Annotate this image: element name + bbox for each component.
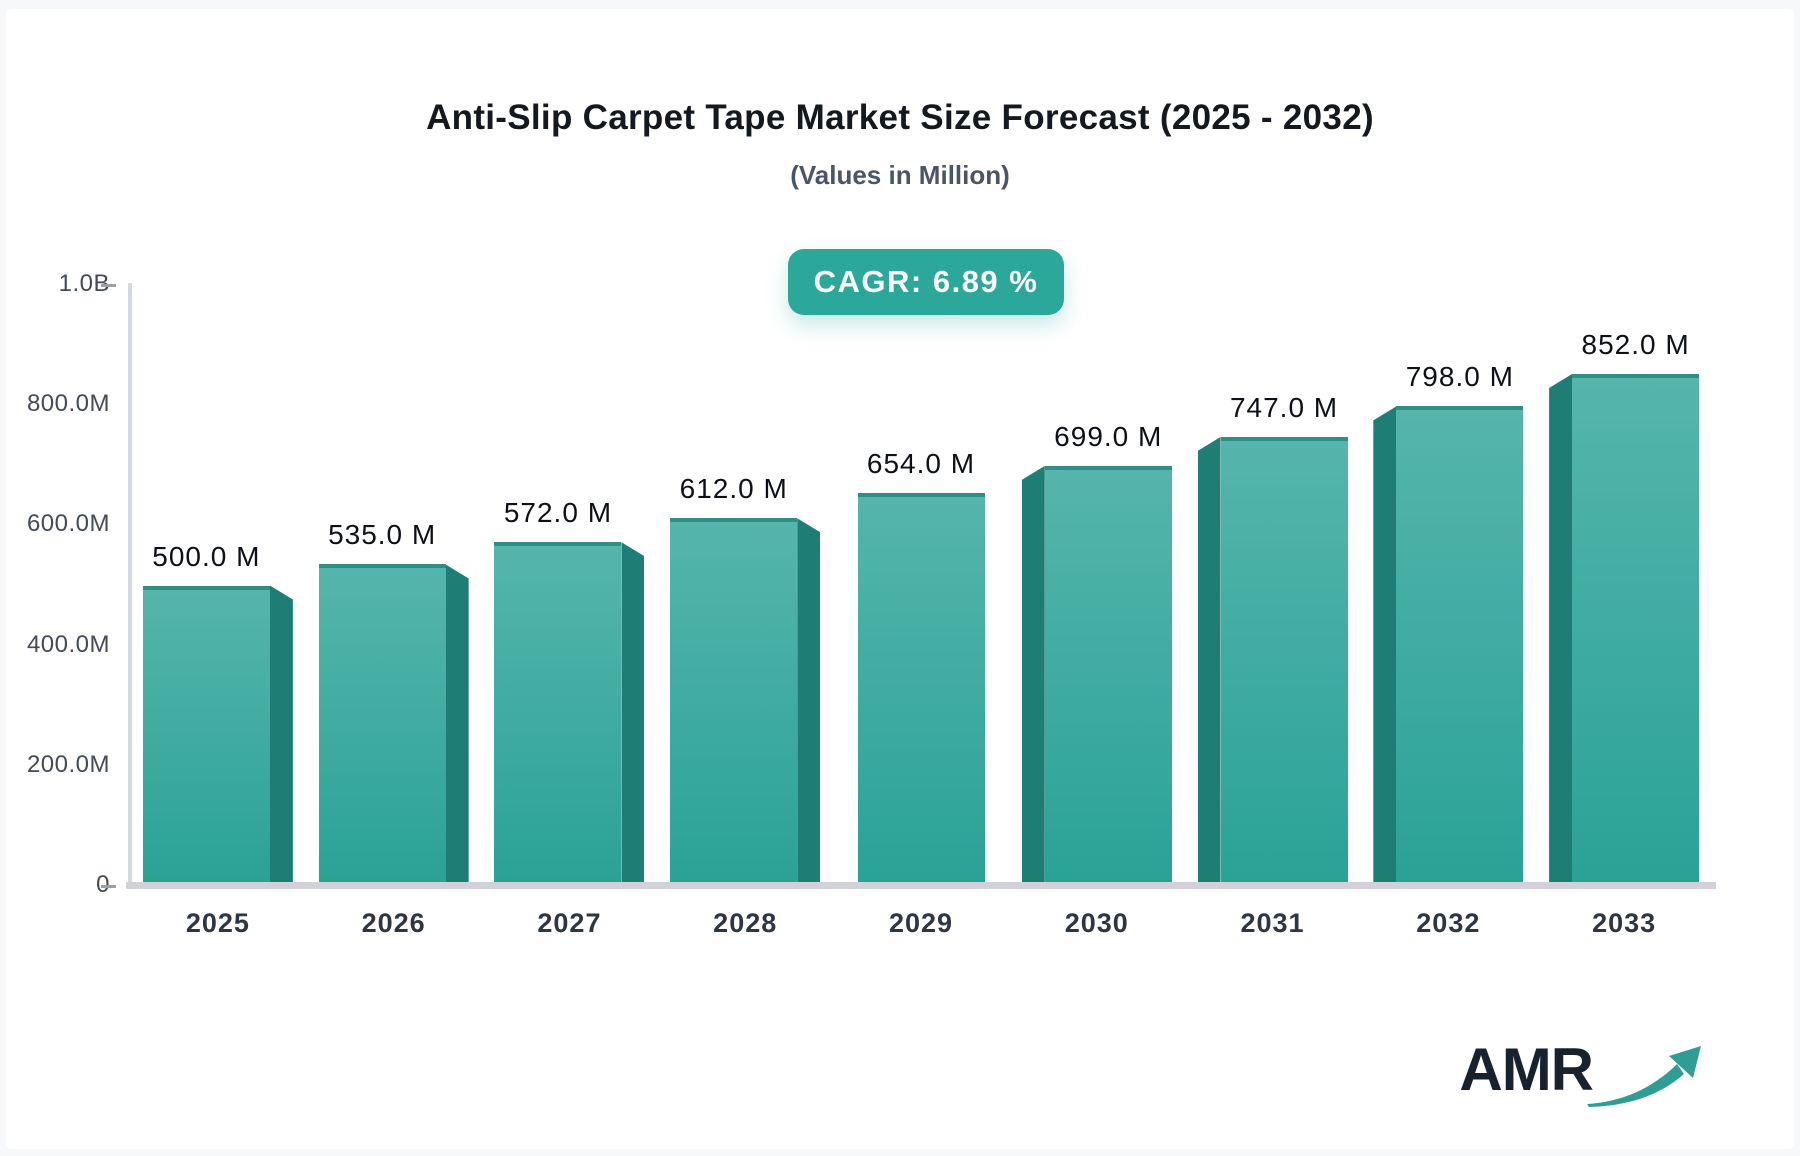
x-tick-label: 2030: [1064, 908, 1129, 938]
bar-value-label: 500.0 M: [152, 540, 261, 572]
bar-2027: [494, 542, 622, 886]
x-tick-label: 2031: [1240, 908, 1305, 938]
bar-2031: [1220, 437, 1348, 886]
y-axis-line: [128, 283, 132, 889]
amr-logo-text: AMR: [1459, 1036, 1594, 1103]
y-tick-label: 0: [0, 871, 110, 899]
cagr-badge: CAGR: 6.89 %: [788, 249, 1064, 315]
bar-value-label: 852.0 M: [1581, 328, 1690, 360]
x-tick-label: 2025: [185, 908, 250, 938]
bar-value-label: 654.0 M: [866, 447, 976, 479]
cagr-badge-label: CAGR: 6.89 %: [813, 264, 1039, 299]
bar-2025: [142, 585, 270, 886]
growth-arrow-icon: [1587, 1046, 1701, 1107]
x-tick-label: 2033: [1592, 908, 1657, 938]
bar-2033: [1572, 373, 1700, 886]
bar-side-shadow: [445, 564, 469, 886]
y-tick-label: 400.0M: [26, 630, 110, 658]
bar-value-label: 572.0 M: [503, 497, 613, 529]
bar-side-shadow: [1373, 406, 1397, 886]
y-tick-label: 600.0M: [26, 510, 110, 538]
x-tick-label: 2026: [361, 908, 426, 938]
y-tick-dash: [101, 885, 116, 888]
y-tick-label: 200.0M: [26, 750, 110, 778]
bar-2026: [318, 564, 446, 886]
bar-side-shadow: [1021, 465, 1045, 886]
bar-2032: [1396, 406, 1524, 886]
bar-value-label: 699.0 M: [1054, 420, 1163, 452]
bar-2029: [857, 492, 985, 886]
x-axis-baseline: [126, 882, 1716, 889]
y-tick-dash: [101, 284, 116, 287]
bar-value-label: 798.0 M: [1405, 361, 1514, 393]
bar-side-shadow: [621, 542, 645, 886]
amr-logo: AMR: [1459, 1040, 1705, 1108]
y-tick-label: 800.0M: [26, 390, 110, 418]
bar-value-label: 747.0 M: [1229, 392, 1339, 424]
bar-value-label: 612.0 M: [679, 473, 788, 505]
bar-side-shadow: [1549, 373, 1573, 886]
bar-2028: [670, 518, 798, 886]
y-tick-label: 1.0B: [58, 270, 110, 297]
chart-title: Anti-Slip Carpet Tape Market Size Foreca…: [426, 98, 1374, 137]
x-tick-label: 2027: [537, 908, 602, 938]
bar-side-shadow: [269, 585, 293, 886]
x-tick-label: 2032: [1416, 908, 1481, 938]
x-tick-label: 2029: [888, 908, 954, 938]
bar-value-label: 535.0 M: [328, 519, 437, 551]
bar-side-shadow: [1197, 437, 1221, 886]
bar-2030: [1044, 465, 1172, 886]
chart-subtitle: (Values in Million): [790, 160, 1010, 190]
x-tick-label: 2028: [713, 908, 778, 938]
bar-side-shadow: [797, 518, 821, 886]
